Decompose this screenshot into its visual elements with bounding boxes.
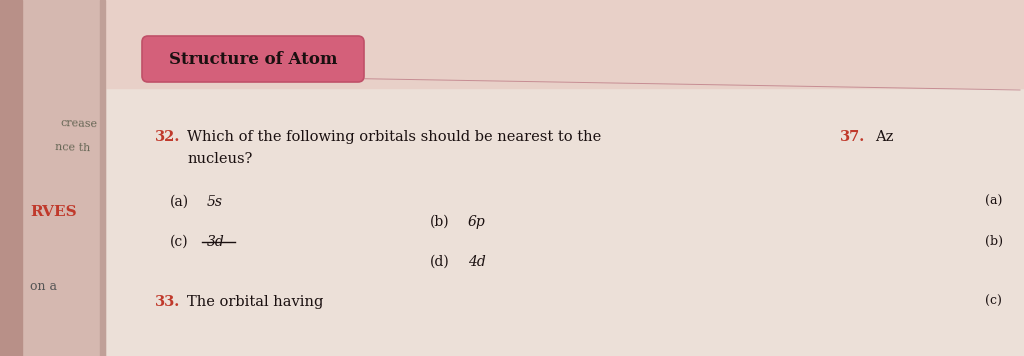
Text: (a): (a) [985,195,1002,208]
Bar [0,0,105,356]
Text: 32.: 32. [155,130,180,144]
Text: Structure of Atom: Structure of Atom [169,51,337,68]
Text: The orbital having: The orbital having [187,295,324,309]
Text: on a: on a [30,280,57,293]
Bar [0,0,22,356]
Text: RVES: RVES [30,205,77,219]
Text: Az: Az [874,130,893,144]
Bar [100,0,105,356]
Text: 5s: 5s [207,195,223,209]
Text: (d): (d) [430,255,450,269]
Text: Which of the following orbitals should be nearest to the: Which of the following orbitals should b… [187,130,601,144]
Text: 4d: 4d [468,255,485,269]
Text: 33.: 33. [155,295,180,309]
Text: (a): (a) [170,195,189,209]
Text: (c): (c) [170,235,188,249]
Text: (c): (c) [985,295,1001,308]
FancyBboxPatch shape [142,36,364,82]
Text: nce th: nce th [55,142,90,153]
Text: 3d: 3d [207,235,224,249]
Bar [105,0,1024,88]
Text: (b): (b) [430,215,450,229]
Text: nucleus?: nucleus? [187,152,252,166]
Text: 6p: 6p [468,215,485,229]
Bar [105,0,1024,356]
Text: (b): (b) [985,235,1002,248]
Text: crease: crease [60,118,97,129]
Text: 37.: 37. [840,130,865,144]
